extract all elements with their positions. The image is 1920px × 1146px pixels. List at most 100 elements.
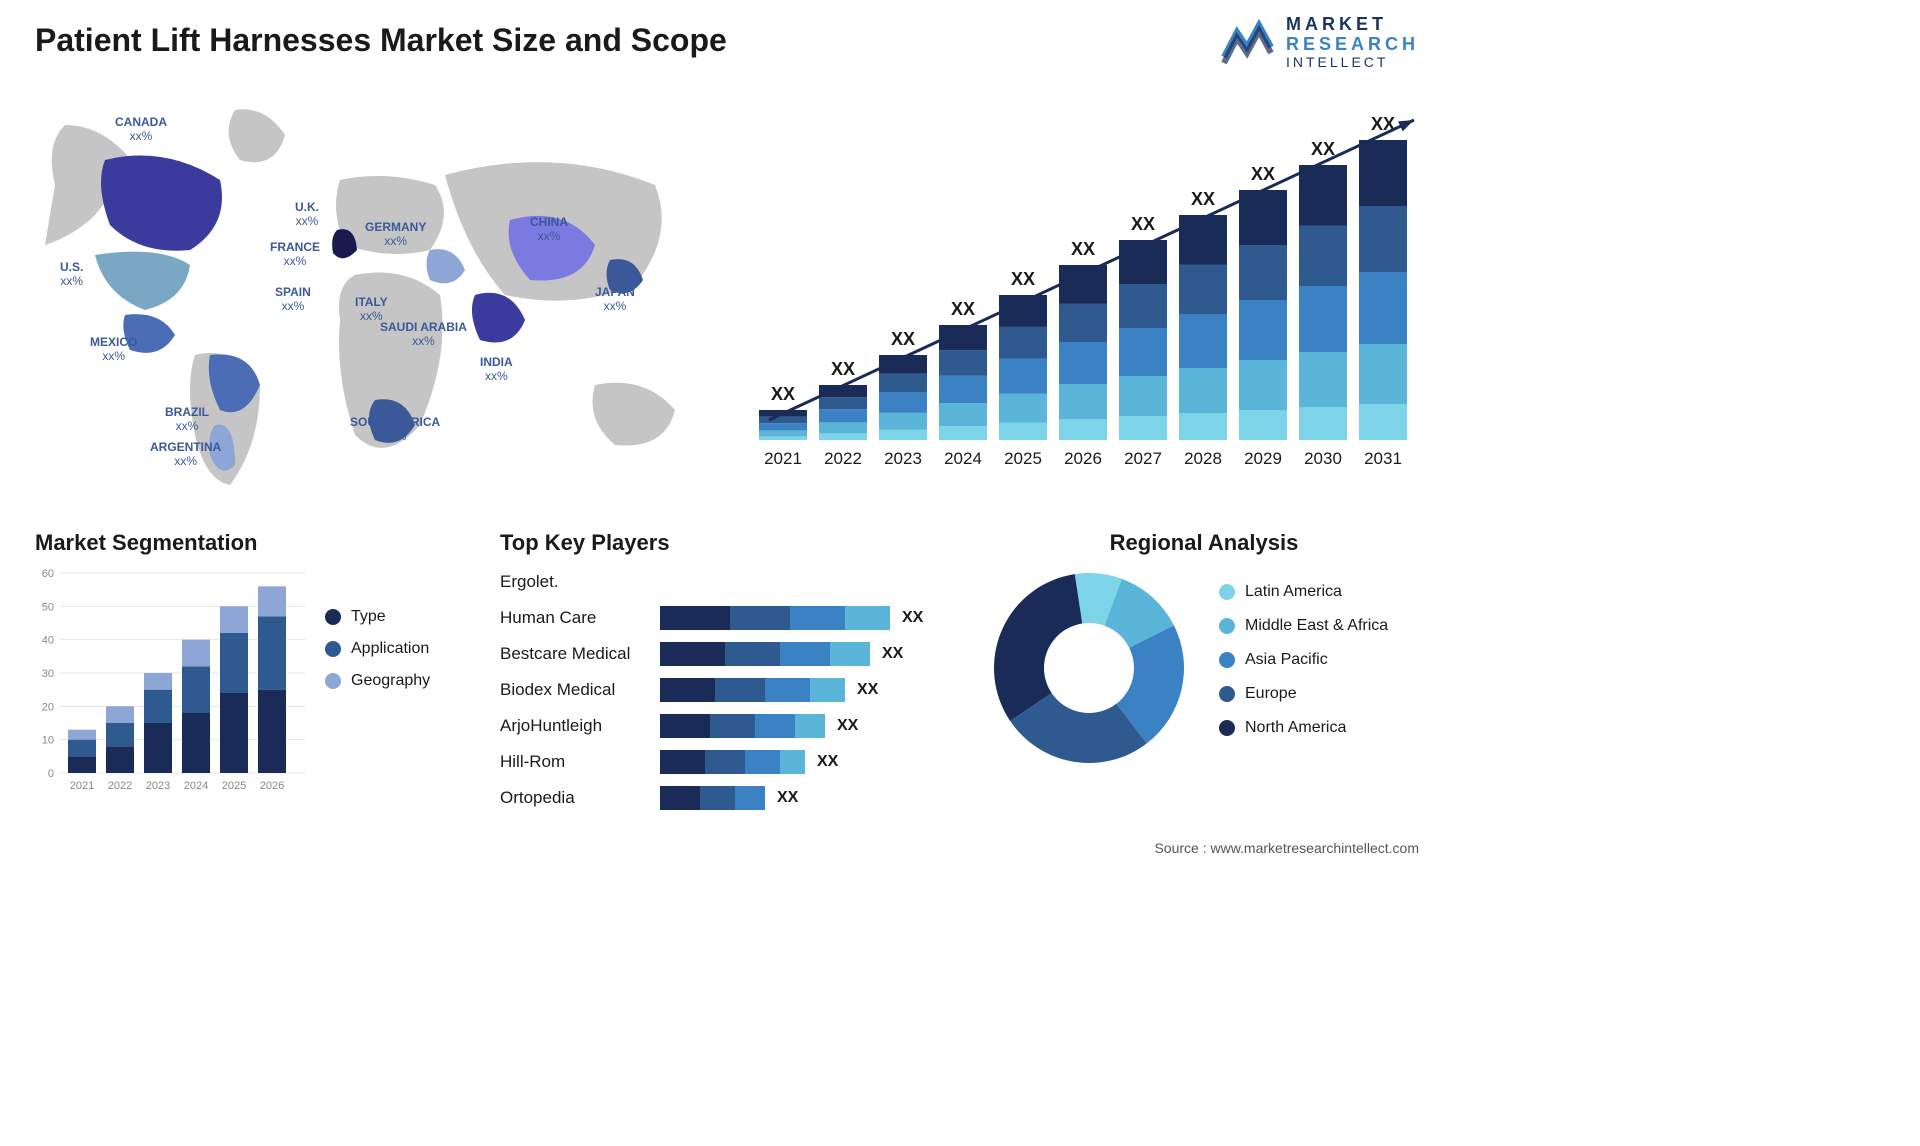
growth-bar-seg	[999, 359, 1047, 394]
growth-bar-seg	[1359, 272, 1407, 344]
regional-legend-item: Europe	[1219, 685, 1388, 703]
player-value: XX	[817, 753, 838, 771]
player-bar	[660, 786, 765, 810]
map-label: CHINAxx%	[530, 215, 568, 244]
segmentation-section: Market Segmentation 01020304050602021202…	[35, 530, 465, 830]
player-bar-seg	[660, 786, 700, 810]
regional-donut	[989, 568, 1189, 768]
growth-bar-seg	[1179, 413, 1227, 440]
player-bar-seg	[715, 678, 765, 702]
seg-legend-item: Application	[325, 640, 430, 658]
player-row: Ergolet.	[500, 568, 970, 596]
growth-bar-seg	[819, 433, 867, 440]
growth-bar-seg	[759, 423, 807, 430]
growth-bar-seg	[1119, 328, 1167, 376]
growth-bar-label: XX	[1131, 214, 1155, 234]
map-label: MEXICOxx%	[90, 335, 137, 364]
map-label: SOUTH AFRICAxx%	[350, 415, 440, 444]
player-bar-seg	[660, 606, 730, 630]
growth-year-label: 2028	[1184, 449, 1222, 468]
growth-bar-seg	[1179, 314, 1227, 368]
player-bar-seg	[790, 606, 845, 630]
growth-year-label: 2025	[1004, 449, 1042, 468]
growth-bar-seg	[1119, 376, 1167, 416]
player-value: XX	[882, 645, 903, 663]
growth-year-label: 2030	[1304, 449, 1342, 468]
map-label: BRAZILxx%	[165, 405, 209, 434]
growth-year-label: 2024	[944, 449, 982, 468]
seg-bar-seg	[68, 756, 96, 773]
growth-bar-seg	[819, 422, 867, 433]
growth-year-label: 2031	[1364, 449, 1402, 468]
seg-bar-seg	[144, 690, 172, 723]
growth-bar-seg	[879, 413, 927, 430]
seg-bar-seg	[258, 586, 286, 616]
segmentation-legend: TypeApplicationGeography	[325, 608, 430, 704]
growth-bar-seg	[999, 423, 1047, 440]
seg-bar-seg	[220, 606, 248, 633]
regional-legend-item: Middle East & Africa	[1219, 617, 1388, 635]
growth-bar-seg	[1179, 368, 1227, 413]
map-label: GERMANYxx%	[365, 220, 426, 249]
growth-bar-seg	[939, 376, 987, 404]
player-row: Human CareXX	[500, 604, 970, 632]
growth-bar-label: XX	[1191, 189, 1215, 209]
growth-bar-seg	[879, 430, 927, 440]
regional-section: Regional Analysis Latin AmericaMiddle Ea…	[989, 530, 1419, 830]
growth-bar-seg	[1059, 419, 1107, 440]
growth-bar-seg	[1359, 140, 1407, 206]
player-label: ArjoHuntleigh	[500, 716, 660, 736]
growth-bar-label: XX	[831, 359, 855, 379]
seg-bar-seg	[106, 746, 134, 773]
logo-line1: MARKET	[1286, 15, 1419, 35]
growth-bar-seg	[1059, 265, 1107, 304]
growth-bar-seg	[819, 397, 867, 409]
player-bar	[660, 642, 870, 666]
growth-year-label: 2023	[884, 449, 922, 468]
growth-bar-seg	[759, 430, 807, 436]
seg-bar-seg	[182, 713, 210, 773]
growth-bar-seg	[1299, 226, 1347, 287]
map-label: SPAINxx%	[275, 285, 311, 314]
seg-bar-seg	[106, 706, 134, 723]
player-bar	[660, 678, 845, 702]
growth-bar-seg	[1359, 404, 1407, 440]
player-bar-seg	[780, 750, 805, 774]
growth-bar-seg	[1239, 245, 1287, 300]
growth-bar-seg	[1119, 416, 1167, 440]
growth-bar-seg	[999, 327, 1047, 359]
player-bar-seg	[795, 714, 825, 738]
player-bar-seg	[700, 786, 735, 810]
segmentation-svg: 0102030405060202120222023202420252026	[35, 568, 305, 808]
players-body: Ergolet.Human CareXXBestcare MedicalXXBi…	[500, 568, 970, 812]
regional-legend-item: North America	[1219, 719, 1388, 737]
growth-bar-seg	[1359, 344, 1407, 404]
player-bar-seg	[660, 642, 725, 666]
growth-bar-seg	[1299, 407, 1347, 440]
player-row: OrtopediaXX	[500, 784, 970, 812]
growth-bar-seg	[1119, 284, 1167, 328]
player-label: Ortopedia	[500, 788, 660, 808]
player-label: Hill-Rom	[500, 752, 660, 772]
seg-year-label: 2022	[108, 780, 132, 792]
regional-legend-item: Latin America	[1219, 583, 1388, 601]
seg-bar-seg	[258, 690, 286, 773]
growth-bar-seg	[939, 403, 987, 426]
player-bar-seg	[830, 642, 870, 666]
growth-bar-label: XX	[1071, 239, 1095, 259]
player-bar	[660, 750, 805, 774]
player-label: Human Care	[500, 608, 660, 628]
player-bar	[660, 606, 890, 630]
growth-bar-seg	[1239, 360, 1287, 410]
seg-year-label: 2024	[184, 780, 208, 792]
player-bar-seg	[755, 714, 795, 738]
page-title: Patient Lift Harnesses Market Size and S…	[35, 22, 727, 59]
map-label: U.S.xx%	[60, 260, 83, 289]
growth-bar-seg	[1179, 265, 1227, 315]
growth-year-label: 2026	[1064, 449, 1102, 468]
seg-bar-seg	[182, 640, 210, 667]
logo-line2: RESEARCH	[1286, 35, 1419, 55]
growth-bar-seg	[759, 436, 807, 440]
growth-year-label: 2022	[824, 449, 862, 468]
growth-bar-seg	[1239, 300, 1287, 360]
